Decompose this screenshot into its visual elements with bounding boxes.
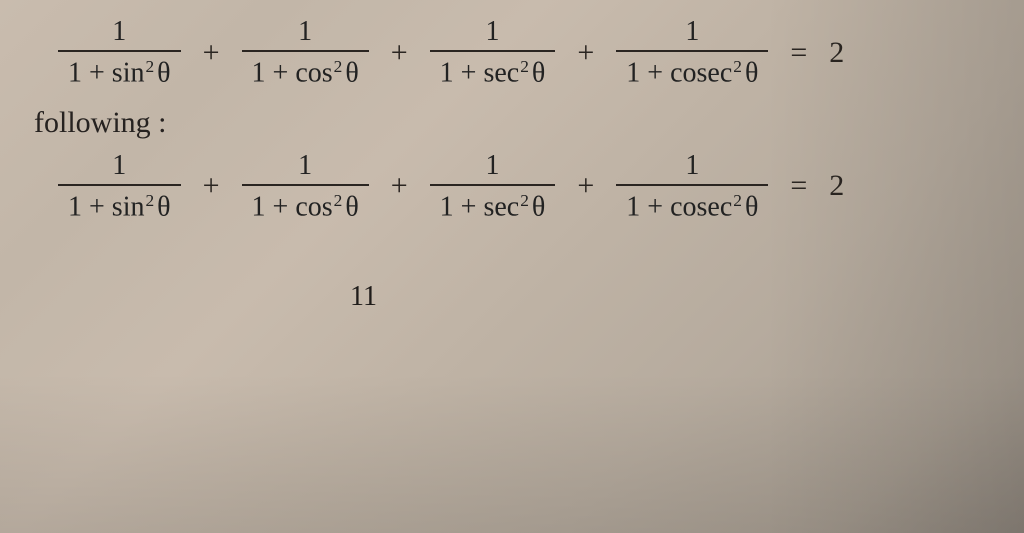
den-lead: 1 +	[68, 191, 112, 222]
plus-op: +	[577, 169, 594, 203]
following-label: following :	[34, 106, 994, 140]
equation-1-term-2: 1 1 + cos2θ	[242, 18, 369, 88]
equals-sign: =	[790, 169, 807, 203]
equation-1-term-1: 1 1 + sin2θ	[58, 18, 181, 88]
equation-2-term-3: 1 1 + sec2θ	[430, 152, 556, 222]
den-arg: θ	[157, 58, 170, 89]
fraction-numerator: 1	[106, 18, 132, 50]
den-exp: 2	[145, 191, 154, 210]
den-arg: θ	[745, 58, 758, 89]
den-arg: θ	[532, 58, 545, 89]
den-lead: 1 +	[440, 58, 484, 89]
fraction-denominator: 1 + sin2θ	[58, 52, 181, 88]
equation-1: 1 1 + sin2θ + 1 1 + cos2θ + 1 1 + sec2θ …	[30, 18, 994, 88]
fraction-denominator: 1 + cos2θ	[242, 186, 369, 222]
den-exp: 2	[733, 191, 742, 210]
fraction-denominator: 1 + cosec2θ	[616, 52, 768, 88]
equation-rhs: 2	[829, 169, 844, 203]
paper-shadow-bottom	[0, 373, 1024, 533]
den-lead: 1 +	[626, 58, 670, 89]
fraction-numerator: 1	[679, 152, 705, 184]
den-arg: θ	[345, 58, 358, 89]
den-lead: 1 +	[440, 191, 484, 222]
den-fn: cos	[295, 58, 332, 89]
den-fn: sec	[483, 191, 519, 222]
den-fn: sec	[483, 58, 519, 89]
den-fn: cos	[295, 191, 332, 222]
equals-sign: =	[790, 36, 807, 70]
den-arg: θ	[745, 191, 758, 222]
fraction-numerator: 1	[480, 152, 506, 184]
den-fn: sin	[112, 191, 145, 222]
fraction-denominator: 1 + sin2θ	[58, 186, 181, 222]
fraction-denominator: 1 + cosec2θ	[616, 186, 768, 222]
den-lead: 1 +	[252, 58, 296, 89]
den-fn: cosec	[670, 191, 732, 222]
den-arg: θ	[345, 191, 358, 222]
page-surface: 1 1 + sin2θ + 1 1 + cos2θ + 1 1 + sec2θ …	[0, 0, 1024, 533]
fraction-denominator: 1 + cos2θ	[242, 52, 369, 88]
plus-op: +	[203, 169, 220, 203]
den-exp: 2	[520, 191, 529, 210]
equation-2: 1 1 + sin2θ + 1 1 + cos2θ + 1 1 + sec2θ …	[30, 152, 994, 222]
den-exp: 2	[520, 57, 529, 76]
page-number: 11	[30, 281, 994, 313]
den-lead: 1 +	[68, 58, 112, 89]
equation-2-term-1: 1 1 + sin2θ	[58, 152, 181, 222]
den-exp: 2	[733, 57, 742, 76]
den-arg: θ	[532, 191, 545, 222]
fraction-denominator: 1 + sec2θ	[430, 186, 556, 222]
plus-op: +	[391, 36, 408, 70]
equation-1-term-3: 1 1 + sec2θ	[430, 18, 556, 88]
fraction-numerator: 1	[679, 18, 705, 50]
den-arg: θ	[157, 191, 170, 222]
den-fn: sin	[112, 58, 145, 89]
den-exp: 2	[145, 57, 154, 76]
den-lead: 1 +	[626, 191, 670, 222]
den-fn: cosec	[670, 58, 732, 89]
equation-2-term-4: 1 1 + cosec2θ	[616, 152, 768, 222]
fraction-numerator: 1	[292, 152, 318, 184]
plus-op: +	[203, 36, 220, 70]
den-lead: 1 +	[252, 191, 296, 222]
equation-2-term-2: 1 1 + cos2θ	[242, 152, 369, 222]
fraction-denominator: 1 + sec2θ	[430, 52, 556, 88]
fraction-numerator: 1	[292, 18, 318, 50]
fraction-numerator: 1	[106, 152, 132, 184]
equation-1-term-4: 1 1 + cosec2θ	[616, 18, 768, 88]
plus-op: +	[577, 36, 594, 70]
fraction-numerator: 1	[480, 18, 506, 50]
equation-rhs: 2	[829, 36, 844, 70]
plus-op: +	[391, 169, 408, 203]
den-exp: 2	[334, 57, 343, 76]
den-exp: 2	[334, 191, 343, 210]
